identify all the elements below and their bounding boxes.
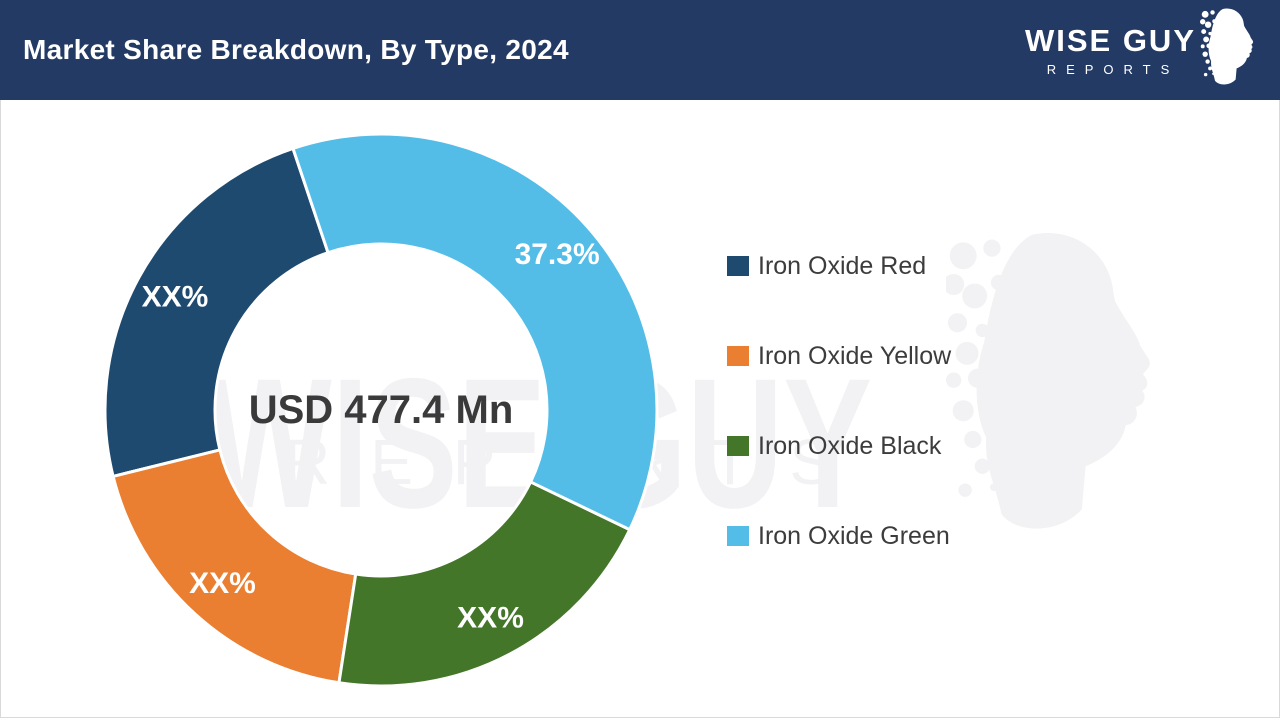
legend-swatch-black: [727, 436, 749, 456]
legend-swatch-red: [727, 256, 749, 276]
legend-label: Iron Oxide Red: [758, 251, 927, 280]
logo-subtitle: REPORTS: [1046, 61, 1180, 77]
legend-label: Iron Oxide Green: [758, 521, 950, 550]
wiseguy-head-logo-icon: [1200, 8, 1254, 85]
legend-label: Iron Oxide Black: [758, 431, 942, 460]
wiseguy-logo-text: WISE GUY REPORTS: [1025, 25, 1196, 76]
page-title: Market Share Breakdown, By Type, 2024: [23, 34, 569, 65]
donut-slice-iron-oxide-black: [337, 480, 632, 688]
donut-slices: [103, 132, 659, 688]
wiseguy-logo: WISE GUY REPORTS: [1025, 4, 1266, 96]
legend-swatch-yellow: [727, 346, 749, 366]
legend-item-iron-oxide-yellow: Iron Oxide Yellow: [727, 336, 951, 376]
logo-wordmark: WISE GUY: [1024, 22, 1196, 58]
watermark-head-icon: [946, 232, 1150, 529]
legend-label: Iron Oxide Yellow: [758, 341, 952, 370]
donut-center-value: USD 477.4 Mn: [249, 388, 514, 432]
chart-legend: Iron Oxide Red Iron Oxide Yellow Iron Ox…: [727, 246, 951, 606]
legend-item-iron-oxide-green: Iron Oxide Green: [727, 516, 951, 556]
slice-label: 37.3%: [515, 238, 600, 271]
chart-card: WISE GUY REPORTS XX%XX%XX%37.3% USD 477.…: [0, 100, 1280, 718]
slice-label: XX%: [189, 567, 256, 600]
legend-item-iron-oxide-red: Iron Oxide Red: [727, 246, 951, 286]
donut-slice-iron-oxide-red: [103, 146, 330, 478]
legend-item-iron-oxide-black: Iron Oxide Black: [727, 426, 951, 466]
donut-chart: XX% XX% XX% 37.3% USD 477.4 Mn: [103, 132, 659, 688]
header-bar: Market Share Breakdown, By Type, 2024 WI…: [0, 0, 1280, 100]
donut-slice-iron-oxide-yellow: [111, 448, 358, 685]
slice-percentage-labels: XX% XX% XX% 37.3%: [142, 238, 600, 635]
slice-label: XX%: [457, 601, 524, 634]
legend-swatch-green: [727, 526, 749, 546]
slice-label: XX%: [142, 281, 209, 314]
donut-slice-iron-oxide-green: [291, 132, 659, 532]
